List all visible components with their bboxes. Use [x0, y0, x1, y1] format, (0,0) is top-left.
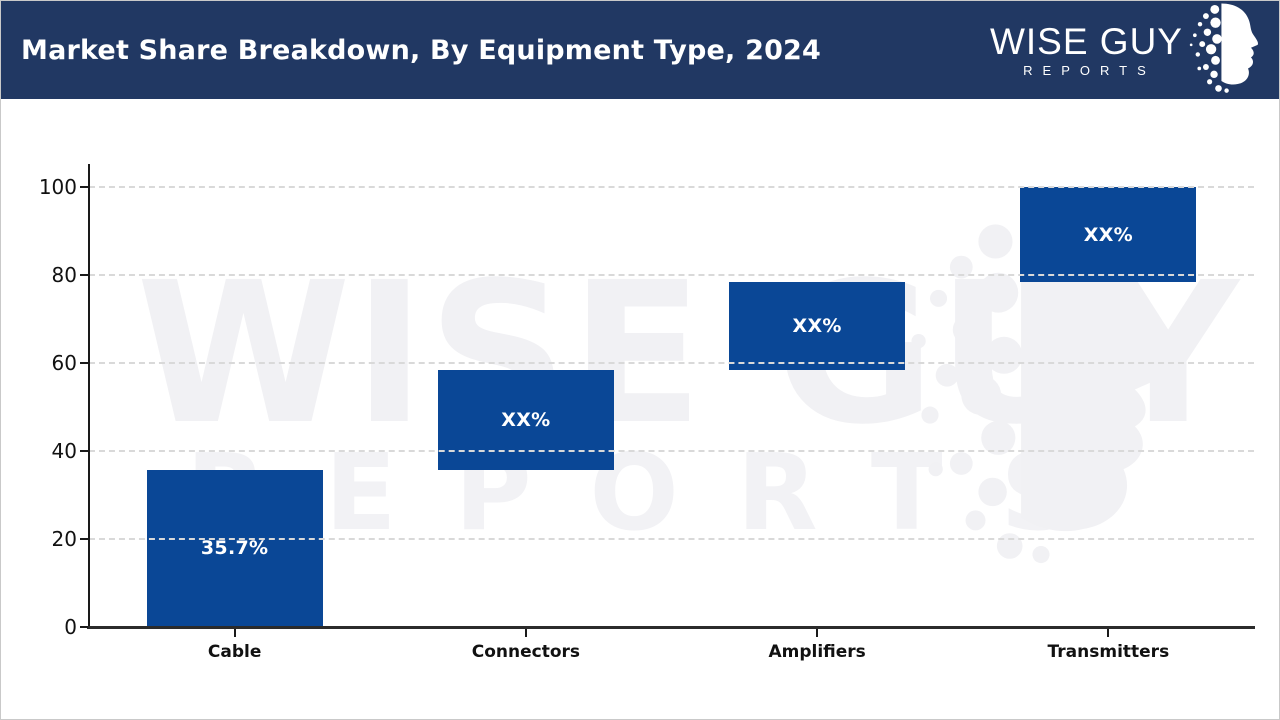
y-axis-tick-label: 60 [51, 351, 77, 375]
bar-value-label: 35.7% [200, 537, 269, 560]
watermark-subtext: REPORTS [186, 432, 1135, 554]
x-axis-line [87, 626, 1255, 629]
x-axis-category-label: Transmitters [1047, 642, 1170, 662]
bar-segment-transmitters: XX% [1020, 187, 1197, 283]
bar-segment-amplifiers: XX% [729, 282, 906, 371]
x-axis-tick [816, 629, 819, 637]
y-axis-tick [80, 538, 88, 540]
brand-logo: WISE GUY REPORTS [990, 2, 1265, 98]
bar-value-label: XX% [501, 408, 551, 431]
y-axis-tick-label: 0 [64, 615, 77, 639]
y-axis-tick-label: 80 [51, 263, 77, 287]
x-axis-category-label: Connectors [471, 642, 581, 662]
y-axis-tick-label: 20 [51, 527, 77, 551]
bar-value-label: XX% [792, 315, 842, 338]
header: Market Share Breakdown, By Equipment Typ… [1, 1, 1279, 99]
gridline-y-20 [89, 538, 1254, 540]
brand-name: WISE GUY [989, 20, 1183, 62]
brand-face-icon [1189, 3, 1259, 93]
y-axis-tick [80, 274, 88, 276]
x-axis-tick [1107, 629, 1110, 637]
x-axis-category-label: Cable [207, 642, 262, 662]
x-axis-tick [233, 629, 236, 637]
y-axis-tick [80, 626, 88, 628]
bar-segment-cable: 35.7% [146, 469, 323, 627]
x-axis-category-label: Amplifiers [768, 642, 866, 662]
bar-value-label: XX% [1083, 223, 1133, 246]
x-axis-tick [524, 629, 527, 637]
brand-text: WISE GUY REPORTS [990, 23, 1183, 78]
gridline-y-100 [89, 186, 1254, 188]
y-axis-line [88, 164, 90, 628]
page-title: Market Share Breakdown, By Equipment Typ… [21, 34, 822, 66]
bar-segment-connectors: XX% [437, 370, 614, 470]
y-axis-tick [80, 450, 88, 452]
gridline-y-80 [89, 274, 1254, 276]
y-axis-tick-label: 40 [51, 439, 77, 463]
y-axis-tick [80, 362, 88, 364]
brand-subtitle: REPORTS [1023, 62, 1156, 78]
gridline-y-40 [89, 450, 1254, 452]
y-axis-tick [80, 186, 88, 188]
gridline-y-60 [89, 362, 1254, 364]
y-axis-tick-label: 100 [38, 175, 77, 199]
